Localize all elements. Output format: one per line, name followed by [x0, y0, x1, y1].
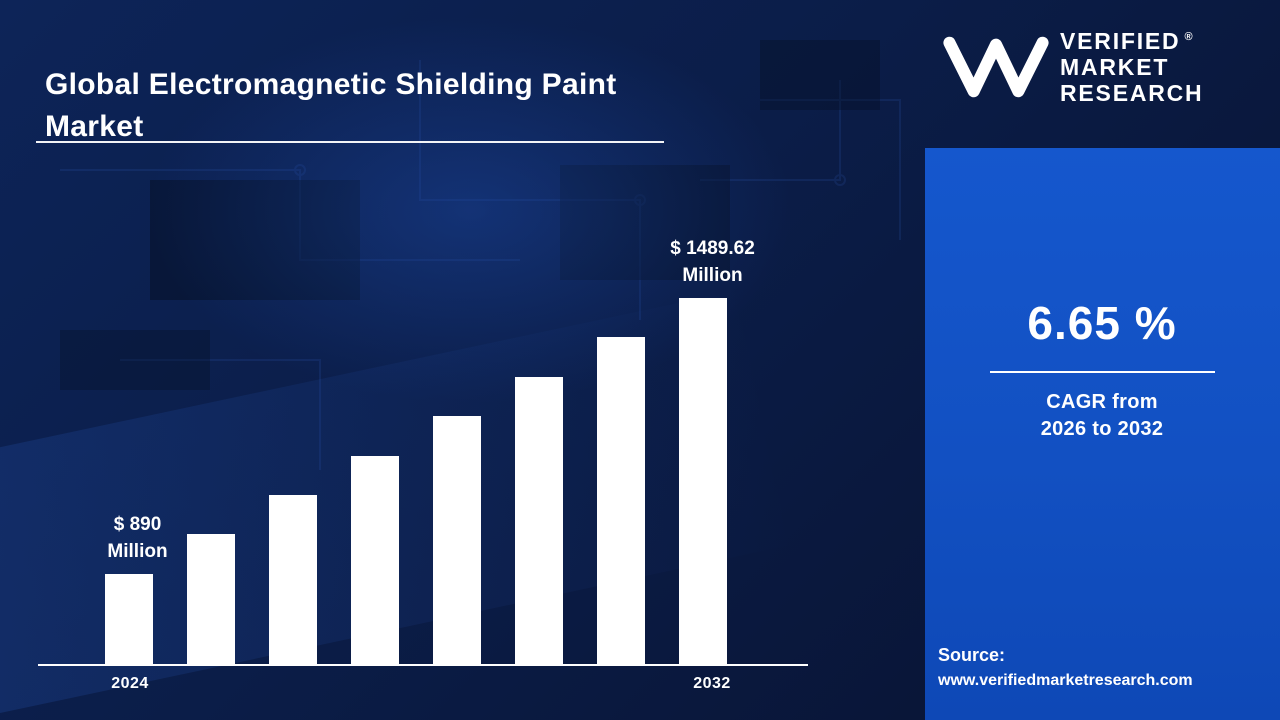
bar-2024	[105, 574, 153, 664]
first-bar-unit: Million	[107, 540, 168, 562]
source-url-link[interactable]: www.verifiedmarketresearch.com	[938, 672, 1193, 689]
cagr-value: 6.65 %	[1027, 297, 1177, 349]
bar-year-3	[351, 456, 399, 664]
first-bar-amount: $ 890	[113, 514, 162, 535]
x-axis-label-2032: 2032	[693, 675, 731, 692]
brand-logo: VERIFIED ® MARKET RESEARCH	[942, 28, 1203, 107]
page-title: Global Electromagnetic Shielding Paint M…	[45, 68, 617, 144]
bar-year-1	[187, 534, 235, 664]
first-bar-value-label: $ 890 Million	[70, 512, 205, 565]
source-block: Source: www.verifiedmarketresearch.com	[938, 642, 1193, 693]
vmr-logo-icon	[943, 37, 1049, 98]
last-bar-amount: $ 1489.62	[670, 238, 755, 259]
cagr-caption-line1: CAGR from	[1046, 391, 1158, 413]
bar-year-2	[269, 495, 317, 664]
cagr-divider	[990, 371, 1215, 373]
bar-year-5	[515, 377, 563, 664]
cagr-caption: CAGR from 2026 to 2032	[952, 389, 1252, 443]
bar-year-6	[597, 337, 645, 664]
bar-2032	[679, 298, 727, 664]
last-bar-unit: Million	[682, 264, 743, 286]
bar-year-4	[433, 416, 481, 664]
brand-line-verified: VERIFIED	[1060, 28, 1181, 54]
last-bar-value-label: $ 1489.62 Million	[635, 236, 790, 289]
bar-chart	[105, 298, 727, 664]
brand-name: VERIFIED ® MARKET RESEARCH	[1060, 28, 1203, 107]
brand-line-research: RESEARCH	[1060, 80, 1204, 107]
registered-trademark-icon: ®	[1184, 31, 1195, 44]
title-underline	[36, 141, 664, 143]
x-axis-line	[38, 664, 808, 666]
x-axis-label-2024: 2024	[111, 675, 149, 692]
cagr-caption-line2: 2026 to 2032	[1040, 418, 1164, 440]
brand-line-market: MARKET	[1060, 54, 1170, 81]
stats-panel	[925, 148, 1280, 720]
source-label: Source:	[938, 645, 1006, 665]
